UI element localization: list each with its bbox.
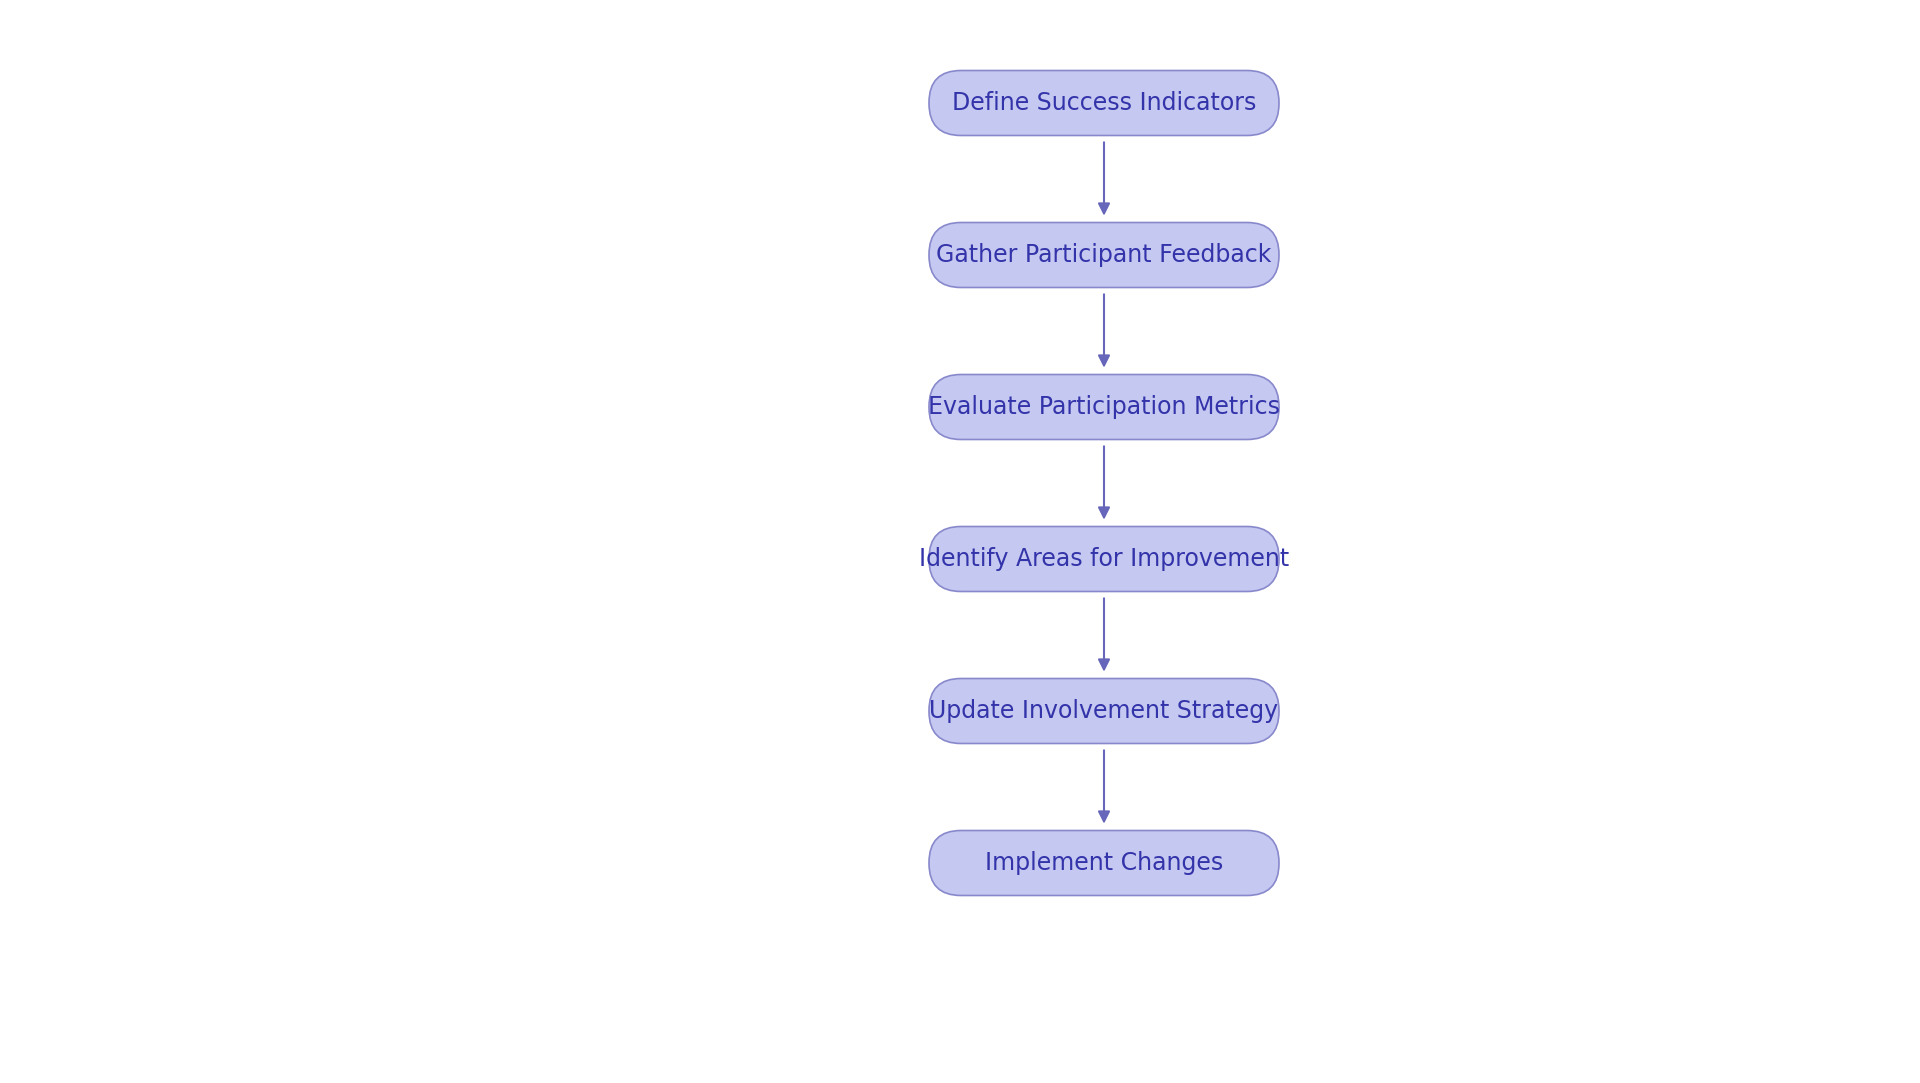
Text: Define Success Indicators: Define Success Indicators [952,91,1256,115]
FancyBboxPatch shape [929,679,1279,744]
Text: Identify Areas for Improvement: Identify Areas for Improvement [920,547,1288,571]
FancyBboxPatch shape [929,375,1279,440]
Text: Evaluate Participation Metrics: Evaluate Participation Metrics [927,395,1281,419]
FancyBboxPatch shape [929,526,1279,591]
Text: Update Involvement Strategy: Update Involvement Strategy [929,699,1279,723]
FancyBboxPatch shape [929,831,1279,896]
FancyBboxPatch shape [929,70,1279,135]
Text: Gather Participant Feedback: Gather Participant Feedback [937,243,1271,268]
Text: Implement Changes: Implement Changes [985,851,1223,875]
FancyBboxPatch shape [929,222,1279,287]
